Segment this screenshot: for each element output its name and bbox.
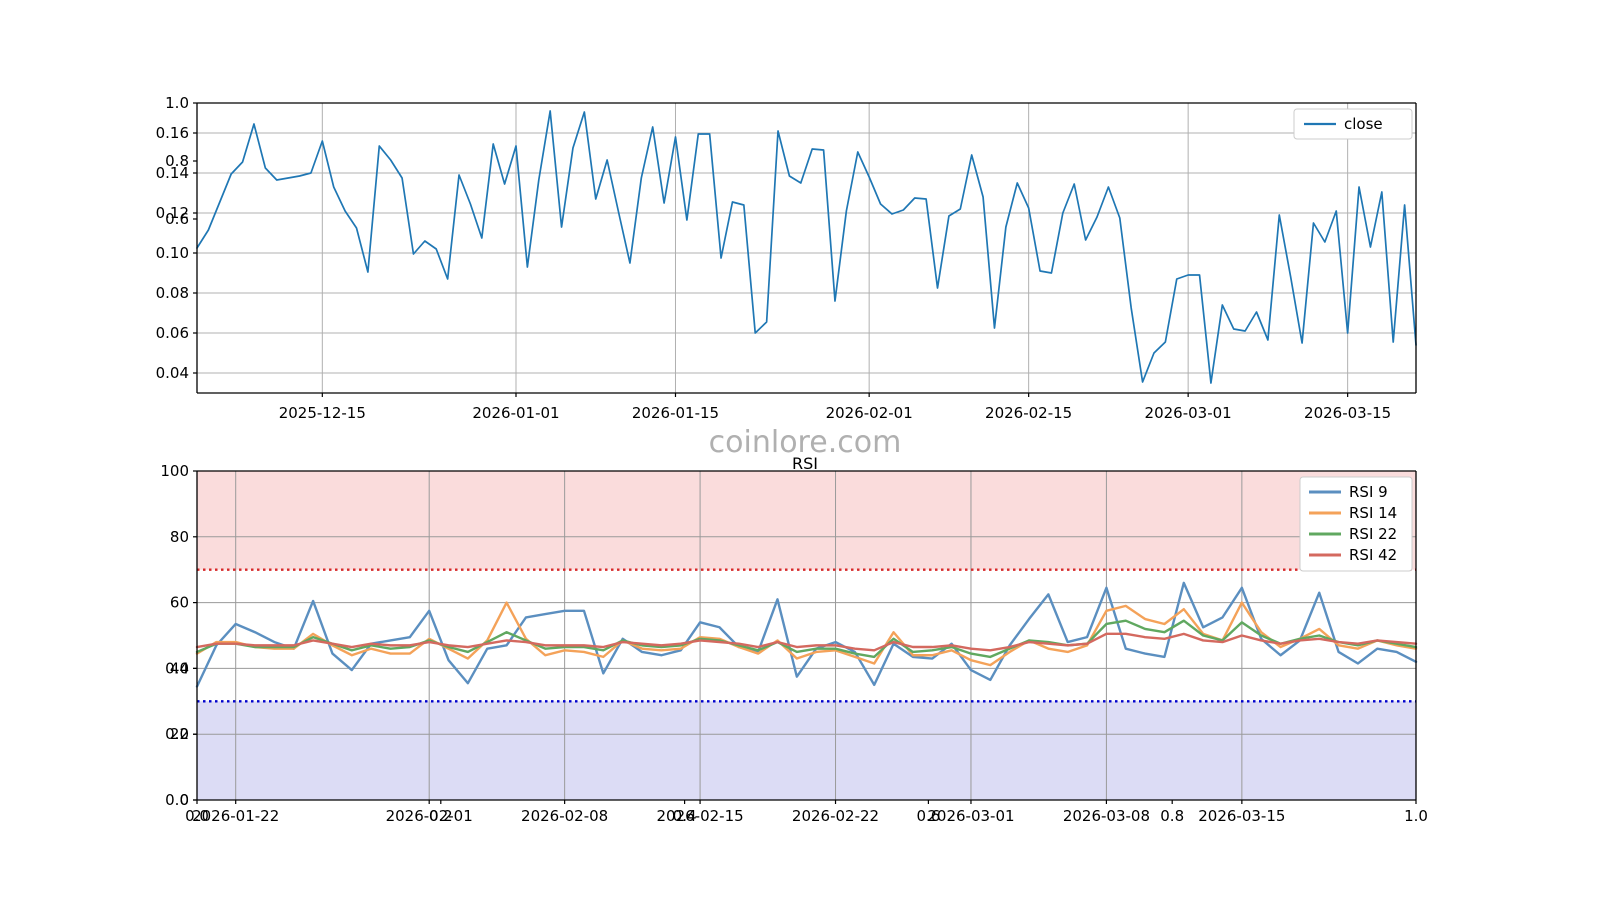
watermark-text: coinlore.com [709, 425, 902, 460]
rsi-series-rsi-22 [195, 619, 1418, 659]
price-ytick-label: 0.10 [156, 244, 189, 262]
rsi-xtick-label: 2026-02-01 [386, 807, 473, 825]
price-series-close [196, 110, 1417, 384]
rsi-legend-label-rsi-42: RSI 42 [1349, 546, 1397, 564]
price-xtick-label: 2026-03-15 [1304, 404, 1391, 422]
rsi-ytick-label: 20 [170, 725, 189, 743]
rsi-title: RSI [792, 454, 818, 473]
rsi-overlay-xtick-label: 0.4 [673, 807, 697, 825]
rsi-xtick-label: 2026-03-15 [1198, 807, 1285, 825]
rsi-panel: RSI 0 20 40 60 80 100 0.0 0.2 0.4 2026-01-22 2026-0… [160, 454, 1428, 825]
rsi-legend-label-rsi-22: RSI 22 [1349, 525, 1397, 543]
rsi-overlay-xtick-label: 0.8 [1160, 807, 1184, 825]
rsi-overlay-xtick-label: 0.0 [185, 807, 209, 825]
price-xtick-label: 2026-02-01 [826, 404, 913, 422]
price-ytick-label: 0.08 [156, 284, 189, 302]
rsi-series-rsi-42 [195, 632, 1418, 652]
price-overlay-ytick-label: 1.0 [165, 94, 189, 112]
rsi-overlay-xtick-label: 0.2 [429, 807, 453, 825]
rsi-xtick-label: 2026-02-08 [521, 807, 608, 825]
rsi-legend-box [1299, 476, 1413, 572]
rsi-xtick-label: 2026-01-22 [192, 807, 279, 825]
price-ytick-label: 0.04 [156, 364, 189, 382]
rsi-overlay-ytick-label: 0.2 [165, 725, 189, 743]
rsi-ytick-label: 40 [170, 659, 189, 677]
price-overlay-ytick-label: 0.8 [165, 152, 189, 170]
price-panel: 0.04 0.06 0.08 0.10 0.12 0.14 0.16 0.6 0.8 1.0 202… [156, 94, 1417, 422]
price-legend-label-close: close [1344, 115, 1383, 133]
rsi-oversold-band [197, 701, 1416, 800]
price-ytick-label: 0.14 [156, 164, 189, 182]
rsi-legend-label-rsi-9: RSI 9 [1349, 483, 1388, 501]
price-xtick-label: 2026-01-01 [472, 404, 559, 422]
rsi-overlay-xtick-label: 0.6 [916, 807, 940, 825]
rsi-legend-label-rsi-14: RSI 14 [1349, 504, 1397, 522]
rsi-series-rsi-9 [195, 581, 1418, 688]
rsi-overlay-ytick-label: 0.4 [165, 659, 189, 677]
price-xtick-label: 2026-01-15 [632, 404, 719, 422]
price-legend-box [1293, 108, 1413, 140]
price-overlay-ytick-label: 0.6 [165, 210, 189, 228]
price-xtick-label: 2026-02-15 [985, 404, 1072, 422]
rsi-ytick-label: 60 [170, 594, 189, 612]
rsi-ytick-label: 100 [160, 462, 189, 480]
rsi-overlay-xtick-label: 1.0 [1404, 807, 1428, 825]
price-ytick-label: 0.06 [156, 324, 189, 342]
rsi-xtick-label: 2026-02-22 [792, 807, 879, 825]
rsi-overbought-band [197, 471, 1416, 570]
rsi-xtick-label: 2026-03-08 [1063, 807, 1150, 825]
rsi-xtick-label: 2026-02-15 [656, 807, 743, 825]
rsi-xtick-label: 2026-03-01 [927, 807, 1014, 825]
price-ytick-label: 0.12 [156, 204, 189, 222]
rsi-ytick-label: 80 [170, 528, 189, 546]
rsi-overlay-ytick-label: 0.0 [165, 791, 189, 809]
price-ytick-label: 0.16 [156, 124, 189, 142]
price-xtick-label: 2025-12-15 [279, 404, 366, 422]
rsi-ytick-label: 0 [179, 791, 189, 809]
price-plot-background [197, 103, 1416, 393]
price-xtick-label: 2026-03-01 [1145, 404, 1232, 422]
